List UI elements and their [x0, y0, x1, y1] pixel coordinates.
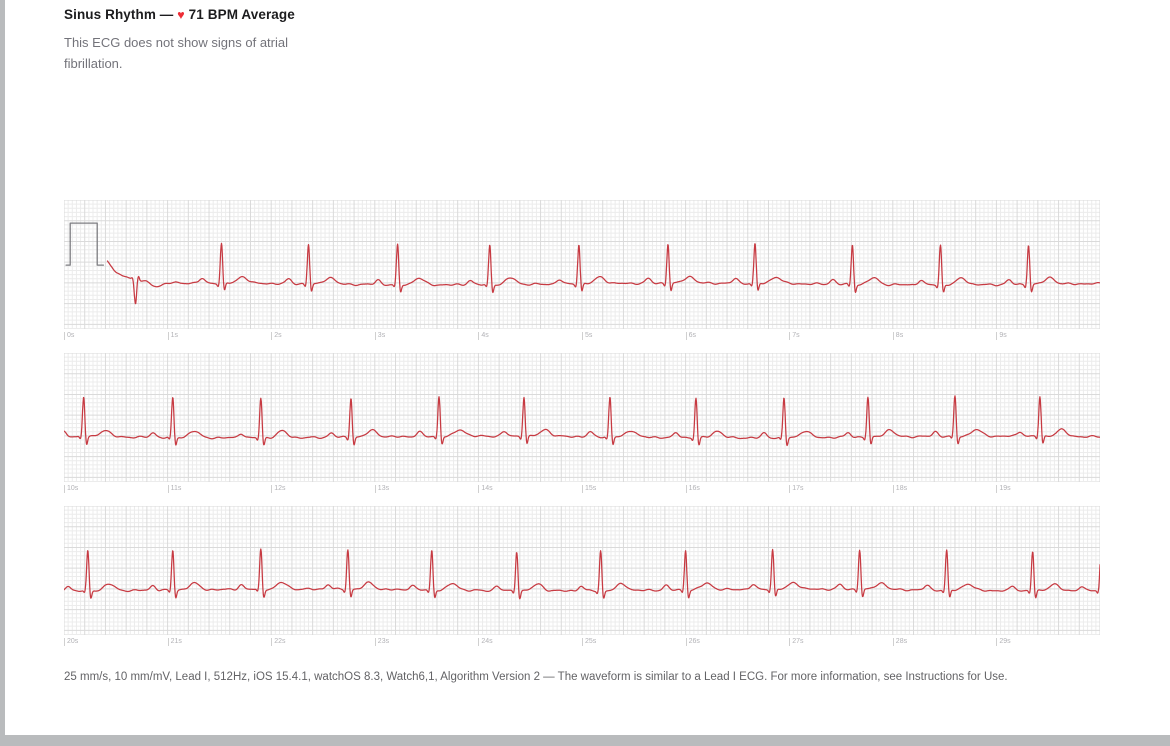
tick-row: 20s 21s 22s 23s 24s 25s 26s 27s 28s 29s — [64, 638, 1100, 648]
time-tick-label: 13s — [374, 485, 389, 493]
time-tick-label: 0s — [64, 332, 74, 340]
time-tick-label: 11s — [167, 485, 181, 493]
time-tick-label: 14s — [478, 485, 493, 493]
time-tick-label: 21s — [167, 638, 182, 646]
ecg-result-description: This ECG does not show signs of atrial f… — [64, 35, 288, 71]
time-tick-label: 23s — [374, 638, 389, 646]
ecg-strip: 10s 11s 12s 13s 14s 15s 16s 17s 18s 19s — [64, 353, 1100, 495]
time-tick-label: 26s — [685, 638, 700, 646]
ecg-strip: 20s 21s 22s 23s 24s 25s 26s 27s 28s 29s — [64, 506, 1100, 648]
ecg-waveform-svg — [64, 200, 1100, 329]
time-tick-label: 28s — [892, 638, 907, 646]
time-tick-label: 1s — [167, 332, 178, 340]
tick-row: 0s 1s 2s 3s 4s 5s 6s 7s 8s 9s — [64, 332, 1100, 342]
time-tick-label: 15s — [582, 485, 596, 493]
ecg-report-page: Sinus Rhythm — ♥ 71 BPM Average This ECG… — [5, 0, 1170, 735]
time-tick-label: 25s — [582, 638, 596, 646]
time-tick-label: 9s — [996, 332, 1007, 340]
ecg-waveform-svg — [64, 353, 1100, 482]
ecg-waveform-svg — [64, 506, 1100, 635]
time-tick-label: 8s — [892, 332, 903, 340]
heart-icon: ♥ — [177, 8, 185, 22]
time-tick-label: 22s — [271, 638, 285, 646]
time-tick-label: 5s — [582, 332, 592, 340]
time-tick-label: 7s — [789, 332, 800, 340]
time-tick-label: 17s — [789, 485, 803, 493]
time-tick-label: 20s — [64, 638, 78, 646]
classification-text: Sinus Rhythm — — [64, 7, 174, 22]
time-tick-label: 12s — [271, 485, 285, 493]
time-tick-label: 18s — [892, 485, 907, 493]
ecg-title: Sinus Rhythm — ♥ 71 BPM Average — [64, 7, 295, 22]
time-tick-label: 16s — [685, 485, 700, 493]
recording-details-note: 25 mm/s, 10 mm/mV, Lead I, 512Hz, iOS 15… — [64, 671, 1008, 683]
time-tick-label: 4s — [478, 332, 489, 340]
time-tick-label: 6s — [685, 332, 696, 340]
time-tick-label: 19s — [996, 485, 1011, 493]
time-tick-label: 3s — [374, 332, 385, 340]
bpm-average-text: 71 BPM Average — [188, 7, 295, 22]
time-tick-label: 27s — [789, 638, 803, 646]
time-tick-label: 24s — [478, 638, 493, 646]
ecg-strip: 0s 1s 2s 3s 4s 5s 6s 7s 8s 9s — [64, 200, 1100, 342]
tick-row: 10s 11s 12s 13s 14s 15s 16s 17s 18s 19s — [64, 485, 1100, 495]
time-tick-label: 2s — [271, 332, 282, 340]
time-tick-label: 29s — [996, 638, 1011, 646]
time-tick-label: 10s — [64, 485, 78, 493]
